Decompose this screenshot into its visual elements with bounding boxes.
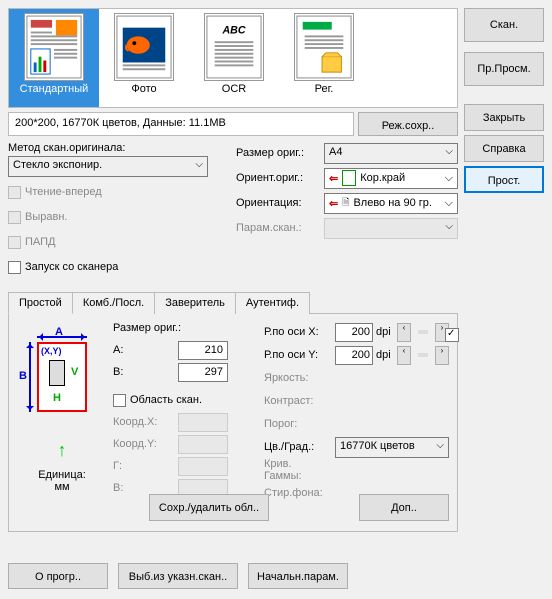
res-x-down[interactable]: ‹: [397, 323, 411, 342]
select-scanner-button[interactable]: Выб.из указн.скан..: [118, 563, 238, 589]
defaults-button[interactable]: Начальн.парам.: [248, 563, 348, 589]
orig-orient-label: Ориент.ориг.:: [236, 172, 324, 184]
from-scanner-checkbox[interactable]: [8, 261, 21, 274]
mode-standard[interactable]: Стандартный: [9, 9, 99, 107]
res-x-input[interactable]: [335, 323, 373, 342]
orientation-select[interactable]: ⇐🗎Влево на 90 гр.: [324, 193, 458, 214]
arrow-left-icon: ⇐: [329, 172, 338, 185]
b-input[interactable]: [178, 363, 228, 382]
scan-params-label: Парам.скан.:: [236, 222, 324, 234]
mode-strip: Стандартный Фото ABC OCR Рег.: [8, 8, 458, 108]
res-y-up[interactable]: ›: [435, 346, 449, 365]
more-button[interactable]: Доп..: [359, 494, 449, 521]
res-y-input[interactable]: [335, 346, 373, 365]
mode-photo[interactable]: Фото: [99, 9, 189, 107]
read-ahead-checkbox: [8, 186, 21, 199]
papd-checkbox: [8, 236, 21, 249]
tab-cert[interactable]: Заверитель: [154, 292, 236, 314]
orientation-label: Ориентация:: [236, 197, 324, 209]
close-button[interactable]: Закрыть: [464, 104, 544, 131]
tabs: Простой Комб./Посл. Заверитель Аутентиф.: [8, 291, 458, 314]
rotate-icon: 🗎: [342, 195, 349, 211]
tab-body: AB (X,Y) VH ↑ Единица:мм Размер ориг.: A…: [8, 314, 458, 532]
doc-icon: [342, 170, 356, 186]
help-button[interactable]: Справка: [464, 135, 544, 162]
scan-area-checkbox[interactable]: [113, 394, 126, 407]
orig-orient-select[interactable]: ⇐Кор.край: [324, 168, 458, 189]
simple-mode-button[interactable]: Прост.: [464, 166, 544, 193]
about-button[interactable]: О прогр..: [8, 563, 108, 589]
tab-simple[interactable]: Простой: [8, 292, 73, 314]
color-select[interactable]: 16770К цветов: [335, 437, 449, 458]
align-checkbox: [8, 211, 21, 224]
res-x-slider[interactable]: [418, 330, 428, 334]
res-y-slider[interactable]: [418, 353, 428, 357]
method-label: Метод скан.оригинала:: [8, 142, 228, 154]
orig-size-select[interactable]: A4: [324, 143, 458, 164]
tab-comb[interactable]: Комб./Посл.: [72, 292, 155, 314]
a-input[interactable]: [178, 341, 228, 360]
mode-ocr[interactable]: ABC OCR: [189, 9, 279, 107]
status-text: 200*200, 16770К цветов, Данные: 11.1MB: [8, 112, 354, 136]
size-diagram: AB (X,Y) VH: [17, 322, 102, 432]
up-arrow-icon: ↑: [17, 440, 107, 461]
coord-x-input: [178, 413, 228, 432]
res-y-down[interactable]: ‹: [397, 346, 411, 365]
mode-reg-label: Рег.: [315, 83, 334, 95]
save-mode-button[interactable]: Реж.сохр..: [358, 112, 458, 136]
scan-button[interactable]: Скан.: [464, 8, 544, 42]
g-input: [178, 457, 228, 476]
mode-ocr-label: OCR: [222, 83, 246, 95]
preview-button[interactable]: Пр.Просм.: [464, 52, 544, 86]
tab-size-label: Размер ориг.:: [113, 322, 258, 334]
link-xy-checkbox[interactable]: [445, 328, 459, 342]
mode-photo-label: Фото: [131, 83, 156, 95]
orig-size-label: Размер ориг.:: [236, 147, 324, 159]
mode-reg[interactable]: Рег.: [279, 9, 369, 107]
arrow-left-icon: ⇐: [329, 197, 338, 210]
scan-params-select: [324, 218, 458, 239]
coord-y-input: [178, 435, 228, 454]
tab-auth[interactable]: Аутентиф.: [235, 292, 310, 314]
mode-standard-label: Стандартный: [20, 83, 89, 95]
svg-text:ABC: ABC: [221, 24, 245, 36]
save-delete-area-button[interactable]: Сохр./удалить обл..: [149, 494, 269, 521]
method-select[interactable]: Стекло экспонир.: [8, 156, 208, 177]
